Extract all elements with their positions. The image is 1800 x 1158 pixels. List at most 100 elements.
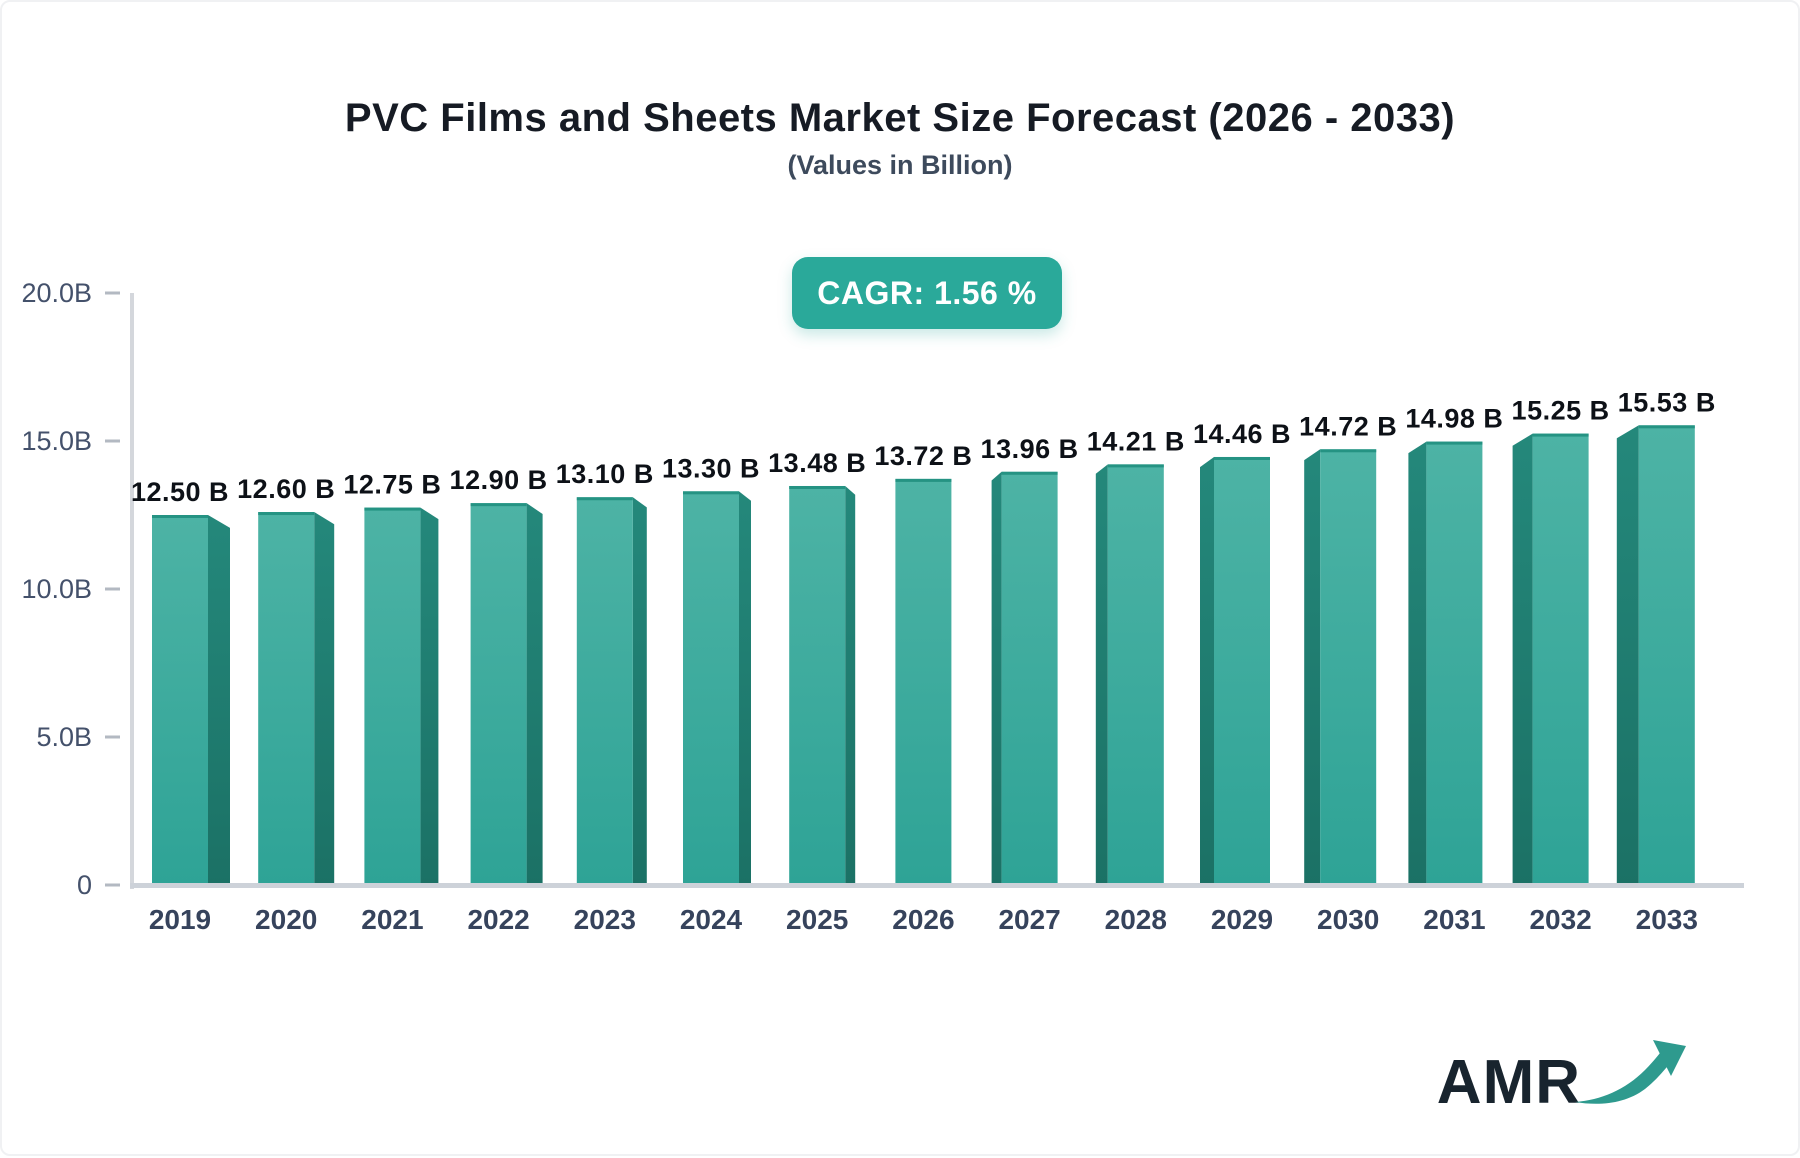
bar-front-face [576, 497, 633, 885]
bar-top-edge [1001, 471, 1058, 475]
bar-2025[interactable] [789, 485, 856, 885]
bar-2021[interactable] [364, 507, 439, 885]
bar-front-face [1320, 449, 1377, 885]
bar-value-label: 13.96 B [981, 434, 1079, 464]
cagr-badge: CAGR: 1.56 % [792, 257, 1062, 329]
bar-value-label: 12.60 B [237, 474, 335, 504]
y-axis-tick-label: 10.0B [21, 574, 92, 604]
x-axis [130, 883, 1744, 888]
bar-top-edge [576, 497, 633, 501]
bar-2031[interactable] [1408, 441, 1483, 885]
x-axis-label-2033: 2033 [1636, 904, 1698, 935]
x-axis-label-2026: 2026 [892, 904, 954, 935]
bar-value-label: 15.53 B [1618, 387, 1716, 417]
bar-top-edge [470, 503, 527, 507]
bar-value-label: 15.25 B [1512, 396, 1610, 426]
bar-value-label: 13.48 B [768, 448, 866, 478]
bar-front-face [1107, 464, 1164, 885]
bar-front-face [1001, 471, 1058, 885]
bar-2027[interactable] [991, 471, 1058, 885]
bar-value-label: 13.30 B [662, 453, 760, 483]
bar-front-face [1214, 456, 1270, 885]
bar-2024[interactable] [683, 491, 751, 885]
bar-2029[interactable] [1200, 456, 1270, 885]
x-axis-label-2024: 2024 [680, 904, 743, 935]
bar-top-edge [1214, 456, 1270, 460]
bar-value-label: 13.10 B [556, 459, 654, 489]
page-title: PVC Films and Sheets Market Size Forecas… [344, 96, 1456, 140]
bar-2033[interactable] [1616, 425, 1695, 885]
bar-top-edge [895, 478, 952, 482]
bar-2026[interactable] [895, 478, 952, 885]
bar-front-face [789, 485, 846, 885]
bar-front-face [1426, 441, 1483, 885]
x-axis-label-2022: 2022 [467, 904, 529, 935]
bar-top-edge [258, 512, 315, 516]
bar-top-edge [1532, 433, 1589, 437]
bar-top-edge [1320, 449, 1377, 453]
bar-top-edge [152, 515, 208, 518]
bar-side-face [991, 471, 1002, 885]
bar-top-edge [1638, 425, 1695, 429]
bar-value-label: 12.90 B [450, 465, 548, 495]
bar-front-face [895, 478, 952, 885]
y-axis: 0 5.0B 10.0B 15.0B 20.0B [21, 278, 134, 900]
bar-top-edge [364, 507, 421, 511]
y-axis-tick-label: 5.0B [36, 722, 92, 752]
bar-side-face [739, 491, 751, 885]
bar-front-face [1532, 433, 1589, 885]
x-axis-label-2031: 2031 [1423, 904, 1485, 935]
bar-top-edge [1426, 441, 1483, 445]
amr-logo-arrow-icon [1575, 1040, 1686, 1104]
bar-front-face [258, 512, 315, 885]
bar-side-face [1304, 449, 1321, 885]
bar-value-label: 14.72 B [1299, 411, 1397, 441]
bar-front-face [470, 503, 527, 885]
x-axis-label-2023: 2023 [574, 904, 636, 935]
bar-top-edge [1107, 464, 1164, 468]
bar-2022[interactable] [470, 503, 543, 885]
x-axis-label-2019: 2019 [149, 904, 211, 935]
x-axis-label-2027: 2027 [998, 904, 1060, 935]
bar-side-face [1095, 464, 1108, 885]
bar-2020[interactable] [258, 512, 335, 885]
bar-top-edge [683, 491, 739, 495]
y-axis-tick-label: 0 [77, 870, 92, 900]
bar-side-face [632, 497, 647, 885]
bar-side-face [845, 485, 856, 885]
x-axis-label-2025: 2025 [786, 904, 848, 935]
bar-2023[interactable] [576, 497, 647, 885]
amr-logo-text: AMR [1436, 1048, 1581, 1117]
x-axis-label-2030: 2030 [1317, 904, 1379, 935]
bar-side-face [526, 503, 543, 885]
bar-side-face [420, 507, 439, 885]
bar-front-face [152, 515, 208, 885]
x-axis-label-2021: 2021 [361, 904, 423, 935]
bar-side-face [1408, 441, 1427, 885]
cagr-badge-label: CAGR: 1.56 % [817, 274, 1037, 311]
bar-front-face [683, 491, 739, 885]
bar-side-face [1616, 425, 1639, 885]
x-axis-label-2028: 2028 [1105, 904, 1167, 935]
amr-logo: AMR [1437, 1036, 1693, 1114]
x-axis-label-2029: 2029 [1211, 904, 1273, 935]
bar-value-label: 14.46 B [1193, 419, 1291, 449]
bar-2030[interactable] [1304, 449, 1377, 885]
bar-side-face [208, 515, 230, 885]
bar-value-label: 14.98 B [1405, 404, 1503, 434]
bar-value-label: 12.50 B [131, 477, 229, 507]
bar-side-face [1512, 433, 1533, 885]
y-axis-tick-label: 20.0B [21, 278, 92, 308]
chart-subtitle: (Values in Billion) [787, 150, 1013, 180]
bar-2028[interactable] [1095, 464, 1164, 885]
bar-top-edge [789, 485, 846, 489]
bar-value-label: 14.21 B [1087, 426, 1185, 456]
bars-group [152, 425, 1695, 885]
x-axis-baseline [130, 883, 1744, 888]
bar-2019[interactable] [152, 515, 230, 885]
x-axis-label-2020: 2020 [255, 904, 317, 935]
bar-2032[interactable] [1512, 433, 1589, 885]
bar-value-label: 12.75 B [343, 470, 441, 500]
bar-front-face [364, 507, 421, 885]
